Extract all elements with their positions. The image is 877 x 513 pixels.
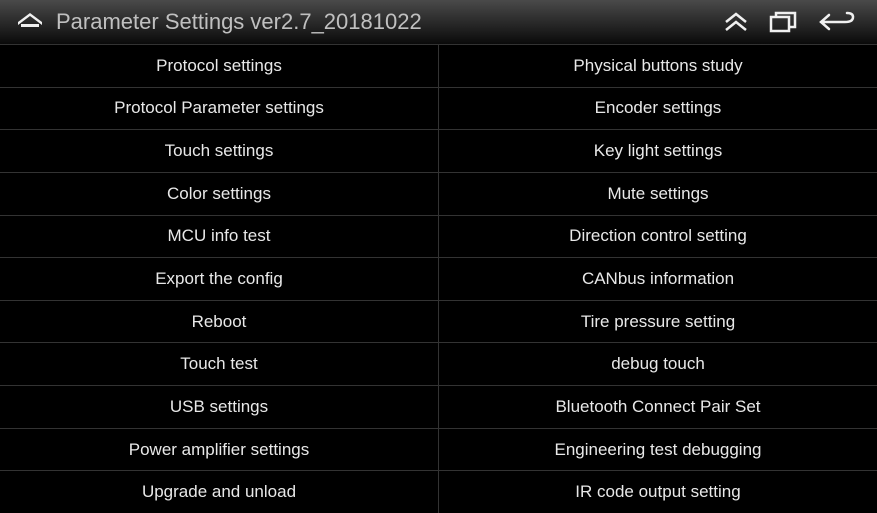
back-icon[interactable]	[817, 11, 857, 33]
menu-item-label: debug touch	[611, 354, 705, 374]
recent-apps-icon[interactable]	[769, 11, 797, 33]
menu-item-engineering-test-debugging[interactable]: Engineering test debugging	[439, 429, 877, 471]
menu-item-debug-touch[interactable]: debug touch	[439, 343, 877, 385]
menu-item-color-settings[interactable]: Color settings	[0, 173, 438, 215]
settings-grid: Protocol settings Physical buttons study…	[0, 44, 877, 513]
menu-item-label: Reboot	[192, 312, 247, 332]
status-bar: Parameter Settings ver2.7_20181022	[0, 0, 877, 44]
menu-item-label: Key light settings	[594, 141, 723, 161]
menu-item-tire-pressure-setting[interactable]: Tire pressure setting	[439, 301, 877, 343]
menu-item-protocol-parameter-settings[interactable]: Protocol Parameter settings	[0, 88, 438, 130]
menu-item-physical-buttons-study[interactable]: Physical buttons study	[439, 45, 877, 87]
menu-item-label: Touch test	[180, 354, 258, 374]
menu-item-protocol-settings[interactable]: Protocol settings	[0, 45, 438, 87]
collapse-icon[interactable]	[723, 12, 749, 32]
menu-item-label: IR code output setting	[575, 482, 740, 502]
menu-item-label: USB settings	[170, 397, 268, 417]
menu-item-export-the-config[interactable]: Export the config	[0, 258, 438, 300]
menu-item-key-light-settings[interactable]: Key light settings	[439, 130, 877, 172]
menu-item-label: Export the config	[155, 269, 283, 289]
menu-item-upgrade-and-unload[interactable]: Upgrade and unload	[0, 471, 438, 513]
menu-item-label: Upgrade and unload	[142, 482, 296, 502]
home-icon[interactable]	[12, 8, 48, 36]
header-actions	[723, 11, 865, 33]
menu-item-label: Encoder settings	[595, 98, 722, 118]
menu-item-label: Protocol settings	[156, 56, 282, 76]
menu-item-label: Tire pressure setting	[581, 312, 735, 332]
menu-item-label: Power amplifier settings	[129, 440, 309, 460]
page-title: Parameter Settings ver2.7_20181022	[56, 9, 723, 35]
menu-item-usb-settings[interactable]: USB settings	[0, 386, 438, 428]
menu-item-label: Engineering test debugging	[555, 440, 762, 460]
menu-item-touch-settings[interactable]: Touch settings	[0, 130, 438, 172]
menu-item-label: Color settings	[167, 184, 271, 204]
menu-item-canbus-information[interactable]: CANbus information	[439, 258, 877, 300]
menu-item-mcu-info-test[interactable]: MCU info test	[0, 216, 438, 258]
menu-item-direction-control-setting[interactable]: Direction control setting	[439, 216, 877, 258]
menu-item-label: Physical buttons study	[573, 56, 742, 76]
menu-item-label: Touch settings	[165, 141, 274, 161]
menu-item-ir-code-output-setting[interactable]: IR code output setting	[439, 471, 877, 513]
menu-item-label: MCU info test	[168, 226, 271, 246]
menu-item-label: Bluetooth Connect Pair Set	[555, 397, 760, 417]
menu-item-reboot[interactable]: Reboot	[0, 301, 438, 343]
menu-item-encoder-settings[interactable]: Encoder settings	[439, 88, 877, 130]
menu-item-touch-test[interactable]: Touch test	[0, 343, 438, 385]
menu-item-power-amplifier-settings[interactable]: Power amplifier settings	[0, 429, 438, 471]
menu-item-bluetooth-connect-pair-set[interactable]: Bluetooth Connect Pair Set	[439, 386, 877, 428]
menu-item-mute-settings[interactable]: Mute settings	[439, 173, 877, 215]
menu-item-label: Direction control setting	[569, 226, 747, 246]
menu-item-label: CANbus information	[582, 269, 734, 289]
menu-item-label: Protocol Parameter settings	[114, 98, 324, 118]
menu-item-label: Mute settings	[607, 184, 708, 204]
